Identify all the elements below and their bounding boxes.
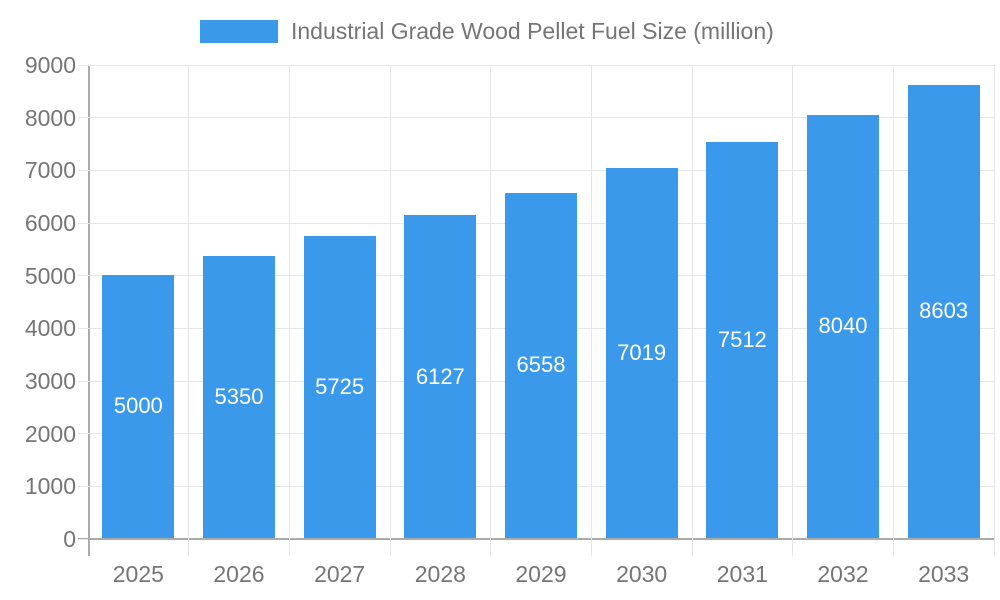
x-tick-label: 2028 bbox=[414, 561, 466, 587]
v-gridline bbox=[490, 65, 492, 539]
y-tick-label: 5000 bbox=[24, 262, 76, 289]
x-tick-label: 2029 bbox=[515, 561, 567, 587]
y-tick-mark bbox=[78, 222, 88, 224]
bar-value-label: 8040 bbox=[818, 313, 868, 339]
x-tick-label: 2030 bbox=[616, 561, 668, 587]
bar-2028: 6127 bbox=[404, 215, 477, 538]
y-tick-mark bbox=[78, 327, 88, 329]
v-gridline bbox=[288, 65, 290, 539]
y-tick-label: 7000 bbox=[24, 157, 76, 184]
legend-swatch bbox=[200, 19, 278, 43]
h-gridline bbox=[88, 117, 994, 119]
v-gridline bbox=[892, 65, 894, 539]
bar-2027: 5725 bbox=[303, 236, 376, 538]
v-gridline bbox=[993, 65, 995, 539]
x-tick-label: 2026 bbox=[213, 561, 265, 587]
h-gridline bbox=[88, 169, 994, 171]
x-tick-label: 2032 bbox=[817, 561, 869, 587]
x-tick-mark bbox=[590, 539, 592, 556]
x-tick-label: 2025 bbox=[112, 561, 164, 587]
bar-2025: 5000 bbox=[102, 274, 175, 538]
y-tick-label: 6000 bbox=[24, 210, 76, 236]
bar-value-label: 5350 bbox=[214, 384, 264, 410]
x-tick-mark bbox=[288, 539, 290, 556]
bar-value-label: 7512 bbox=[717, 327, 767, 353]
y-tick-mark bbox=[78, 275, 88, 277]
x-tick-mark bbox=[188, 539, 190, 556]
bar-2029: 6558 bbox=[505, 192, 577, 538]
bar-2031: 7512 bbox=[706, 142, 779, 538]
legend-label: Industrial Grade Wood Pellet Fuel Size (… bbox=[291, 17, 774, 44]
bar-2033: 8603 bbox=[907, 84, 980, 538]
y-tick-mark bbox=[78, 169, 88, 171]
x-tick-mark bbox=[993, 539, 995, 556]
legend: Industrial Grade Wood Pellet Fuel Size (… bbox=[200, 17, 774, 45]
y-tick-label: 3000 bbox=[24, 368, 76, 394]
x-tick-mark bbox=[792, 539, 794, 556]
y-axis-line bbox=[88, 65, 90, 556]
x-tick-label: 2031 bbox=[716, 561, 768, 587]
plot-area: 5000 5350 5725 6127 6558 7019 7512 8040 8603 bbox=[78, 64, 995, 556]
bar-2030: 7019 bbox=[605, 168, 678, 538]
y-tick-label: 8000 bbox=[24, 104, 76, 131]
v-gridline bbox=[590, 65, 592, 539]
y-tick-mark bbox=[78, 380, 88, 382]
bar-value-label: 7019 bbox=[617, 340, 667, 366]
x-tick-label: 2033 bbox=[918, 561, 970, 587]
y-axis-labels: 0 1000 2000 3000 4000 5000 6000 7000 8000 9000 bbox=[0, 52, 76, 552]
x-tick-mark bbox=[691, 539, 693, 556]
x-tick-mark bbox=[490, 539, 492, 556]
bar-value-label: 5725 bbox=[315, 374, 365, 400]
x-tick-mark bbox=[389, 539, 391, 556]
y-tick-mark bbox=[78, 538, 88, 540]
bar-value-label: 8603 bbox=[919, 298, 969, 324]
y-tick-label: 0 bbox=[63, 526, 76, 552]
v-gridline bbox=[389, 65, 391, 539]
y-tick-mark bbox=[78, 64, 88, 66]
y-tick-label: 9000 bbox=[24, 52, 76, 78]
x-axis-labels: 2025 2026 2027 2028 2029 2030 2031 2032 2033 bbox=[88, 558, 994, 590]
h-gridline bbox=[88, 64, 994, 66]
bar-2032: 8040 bbox=[807, 114, 879, 538]
y-tick-mark bbox=[78, 485, 88, 487]
x-tick-mark bbox=[892, 539, 894, 556]
v-gridline bbox=[792, 65, 794, 539]
bar-2026: 5350 bbox=[203, 256, 275, 538]
y-tick-mark bbox=[78, 433, 88, 435]
v-gridline bbox=[691, 65, 693, 539]
x-tick-label: 2027 bbox=[314, 561, 366, 587]
y-tick-label: 4000 bbox=[24, 315, 76, 342]
bar-value-label: 5000 bbox=[113, 393, 163, 419]
bar-value-label: 6127 bbox=[415, 363, 465, 389]
bar-value-label: 6558 bbox=[516, 352, 566, 378]
v-gridline bbox=[188, 65, 190, 539]
y-tick-label: 1000 bbox=[24, 473, 76, 500]
y-tick-mark bbox=[78, 117, 88, 119]
x-axis-line bbox=[78, 538, 994, 540]
y-tick-label: 2000 bbox=[24, 420, 76, 447]
